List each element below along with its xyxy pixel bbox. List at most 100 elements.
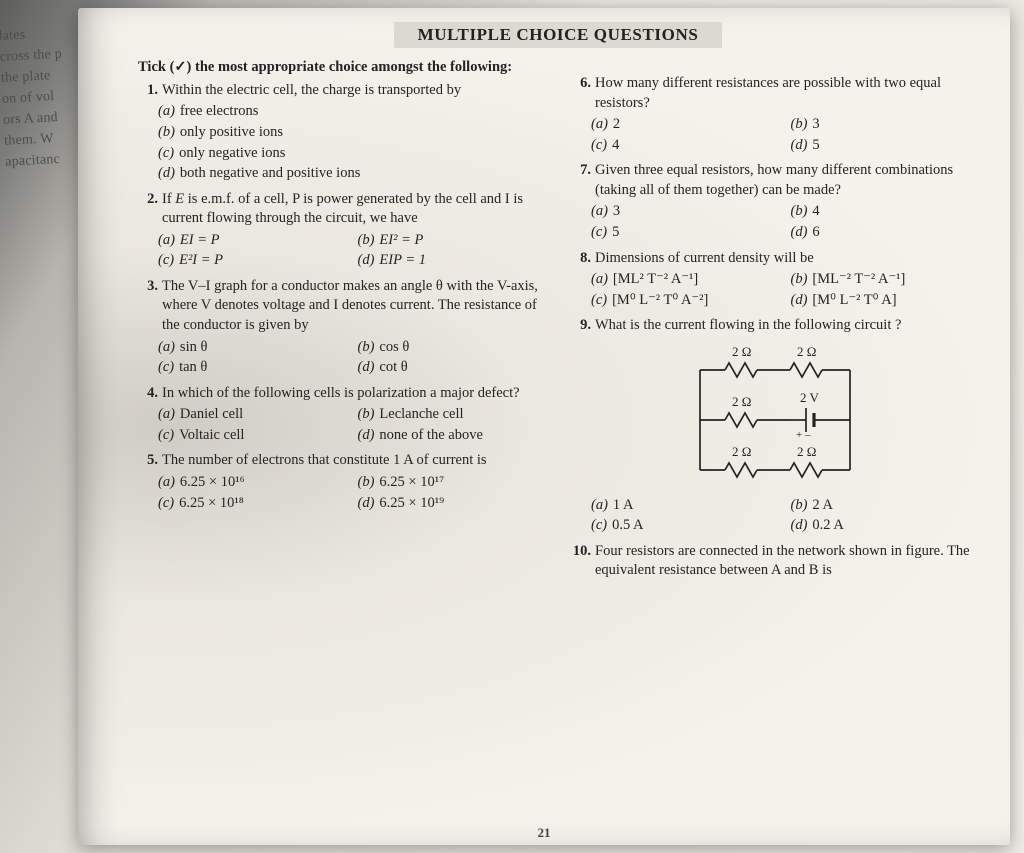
r-bot-right-label: 2 Ω — [797, 444, 816, 459]
q5-c: 6.25 × 10¹⁸ — [179, 495, 244, 511]
question-6: 6. How many different resistances are po… — [571, 74, 978, 113]
q2-rest: is e.m.f. of a cell, P is power generate… — [162, 191, 523, 227]
q5-opt-c: (c)6.25 × 10¹⁸ — [158, 494, 346, 514]
q9-options: (a)1 A (b)2 A (c)0.5 A (d)0.2 A — [591, 496, 978, 536]
q1-text: Within the electric cell, the charge is … — [162, 81, 545, 101]
columns: Tick (✓) the most appropriate choice amo… — [138, 52, 978, 583]
q4-opt-b: (b)Leclanche cell — [358, 405, 546, 425]
q6-text: How many different resistances are possi… — [595, 74, 978, 113]
q1-opt-b: (b)only positive ions — [158, 123, 545, 143]
q10-number: 10. — [571, 542, 595, 581]
q9-opt-c: (c)0.5 A — [591, 516, 779, 536]
q8-a: [ML² T⁻² A⁻¹] — [613, 271, 698, 287]
q7-a: 3 — [613, 203, 620, 219]
q8-opt-b: (b)[ML⁻² T⁻² A⁻¹] — [791, 270, 979, 290]
q7-opt-c: (c)5 — [591, 223, 779, 243]
instruction: Tick (✓) the most appropriate choice amo… — [138, 58, 545, 77]
book-page: MULTIPLE CHOICE QUESTIONS Tick (✓) the m… — [78, 8, 1010, 845]
q3-text: The V–I graph for a conductor makes an a… — [162, 277, 545, 336]
q6-opt-a: (a)2 — [591, 115, 779, 135]
r-bot-left-label: 2 Ω — [732, 444, 751, 459]
q7-opt-d: (d)6 — [791, 223, 979, 243]
q4-opt-c: (c)Voltaic cell — [158, 426, 346, 446]
q2-opt-d: (d)EIP = 1 — [358, 251, 546, 271]
q5-opt-b: (b)6.25 × 10¹⁷ — [358, 473, 546, 493]
q1-opt-c: (c)only negative ions — [158, 144, 545, 164]
q1-number: 1. — [138, 81, 162, 101]
section-title: MULTIPLE CHOICE QUESTIONS — [394, 22, 723, 48]
q5-a: 6.25 × 10¹⁶ — [180, 474, 245, 490]
q4-b: Leclanche cell — [379, 406, 463, 422]
question-10: 10. Four resistors are connected in the … — [571, 542, 978, 581]
q3-d: cot θ — [379, 359, 407, 375]
q6-opt-b: (b)3 — [791, 115, 979, 135]
q1-options: (a)free electrons (b)only positive ions … — [158, 102, 545, 183]
q2-pre: If — [162, 191, 175, 207]
q8-options: (a)[ML² T⁻² A⁻¹] (b)[ML⁻² T⁻² A⁻¹] (c)[M… — [591, 270, 978, 310]
q5-options: (a)6.25 × 10¹⁶ (b)6.25 × 10¹⁷ (c)6.25 × … — [158, 473, 545, 513]
bleed-text: lates cross the p the plate on of vol or… — [0, 22, 76, 172]
right-column: 6. How many different resistances are po… — [571, 52, 978, 583]
q4-opt-d: (d)none of the above — [358, 426, 546, 446]
q4-number: 4. — [138, 384, 162, 404]
q3-opt-d: (d)cot θ — [358, 358, 546, 378]
q8-opt-a: (a)[ML² T⁻² A⁻¹] — [591, 270, 779, 290]
emf-label: 2 V — [800, 390, 820, 405]
q4-a: Daniel cell — [180, 406, 243, 422]
q3-c: tan θ — [179, 359, 207, 375]
q7-opt-a: (a)3 — [591, 202, 779, 222]
q4-d: none of the above — [379, 427, 482, 443]
q4-opt-a: (a)Daniel cell — [158, 405, 346, 425]
question-8: 8. Dimensions of current density will be — [571, 249, 978, 269]
q7-number: 7. — [571, 161, 595, 200]
q2-opt-a: (a)EI = P — [158, 231, 346, 251]
q2-number: 2. — [138, 190, 162, 229]
q5-d: 6.25 × 10¹⁹ — [379, 495, 444, 511]
q1-c: only negative ions — [179, 145, 285, 161]
q1-opt-d: (d)both negative and positive ions — [158, 164, 545, 184]
q4-c: Voltaic cell — [179, 427, 244, 443]
q6-options: (a)2 (b)3 (c)4 (d)5 — [591, 115, 978, 155]
q9-a: 1 A — [613, 497, 634, 513]
q8-number: 8. — [571, 249, 595, 269]
q5-b: 6.25 × 10¹⁷ — [379, 474, 444, 490]
q7-opt-b: (b)4 — [791, 202, 979, 222]
q6-d: 5 — [812, 137, 819, 153]
q6-c: 4 — [612, 137, 619, 153]
q5-text: The number of electrons that constitute … — [162, 451, 545, 471]
q2-a: EI = P — [180, 232, 220, 248]
q2-c: E²I = P — [179, 252, 223, 268]
q9-opt-d: (d)0.2 A — [791, 516, 979, 536]
q8-b: [ML⁻² T⁻² A⁻¹] — [812, 271, 905, 287]
q8-opt-c: (c)[M⁰ L⁻² T⁰ A⁻²] — [591, 291, 779, 311]
q9-opt-a: (a)1 A — [591, 496, 779, 516]
q10-text: Four resistors are connected in the netw… — [595, 542, 978, 581]
emf-signs: + – — [796, 429, 811, 441]
q4-options: (a)Daniel cell (b)Leclanche cell (c)Volt… — [158, 405, 545, 445]
q1-opt-a: (a)free electrons — [158, 102, 545, 122]
q2-b: EI² = P — [379, 232, 423, 248]
q6-a: 2 — [613, 116, 620, 132]
r-mid-left-label: 2 Ω — [732, 394, 751, 409]
q2-text: If E is e.m.f. of a cell, P is power gen… — [162, 190, 545, 229]
q9-c: 0.5 A — [612, 517, 643, 533]
photo-scene: lates cross the p the plate on of vol or… — [0, 0, 1024, 853]
q9-text: What is the current flowing in the follo… — [595, 316, 978, 336]
q7-text: Given three equal resistors, how many di… — [595, 161, 978, 200]
q3-b: cos θ — [379, 339, 409, 355]
question-5: 5. The number of electrons that constitu… — [138, 451, 545, 471]
q1-d: both negative and positive ions — [180, 165, 360, 181]
question-1: 1. Within the electric cell, the charge … — [138, 81, 545, 101]
q3-options: (a)sin θ (b)cos θ (c)tan θ (d)cot θ — [158, 338, 545, 378]
q6-opt-c: (c)4 — [591, 136, 779, 156]
q8-c: [M⁰ L⁻² T⁰ A⁻²] — [612, 292, 708, 308]
r-top-left-label: 2 Ω — [732, 344, 751, 359]
q7-c: 5 — [612, 224, 619, 240]
q1-b: only positive ions — [180, 124, 283, 140]
q3-opt-c: (c)tan θ — [158, 358, 346, 378]
q3-a: sin θ — [180, 339, 208, 355]
question-4: 4. In which of the following cells is po… — [138, 384, 545, 404]
r-top-right-label: 2 Ω — [797, 344, 816, 359]
q5-opt-a: (a)6.25 × 10¹⁶ — [158, 473, 346, 493]
q8-d: [M⁰ L⁻² T⁰ A] — [812, 292, 896, 308]
